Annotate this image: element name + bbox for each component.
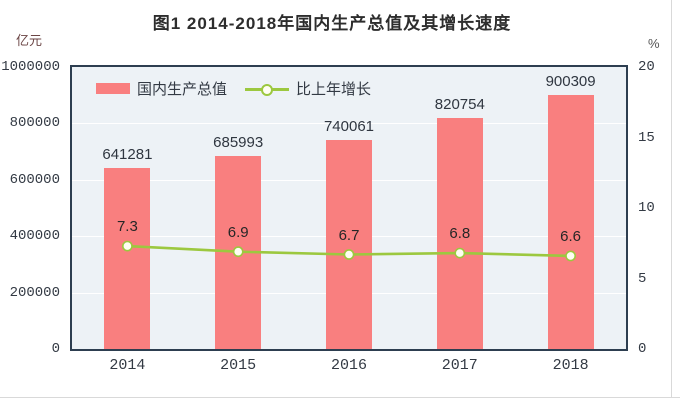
legend-item-growth: 比上年增长 [245, 78, 371, 99]
year-label-2018: 2018 [552, 357, 589, 374]
growth-value-label: 6.8 [449, 225, 471, 243]
gdp-bar-2016 [326, 140, 372, 349]
growth-value-label: 6.9 [227, 223, 249, 241]
left-axis-unit: 亿元 [16, 33, 43, 48]
plot-area: 641281 685993 740061 820754 900309 7.3 6.9 6.7… [70, 65, 628, 351]
right-tick-label: 15 [638, 129, 655, 146]
gridline [72, 123, 626, 125]
gdp-value-label: 900309 [545, 73, 596, 91]
gdp-bar-2017 [436, 117, 483, 349]
right-tick-label: 0 [638, 341, 647, 357]
page-right-border [671, 0, 672, 398]
right-tick-label: 5 [638, 270, 647, 287]
left-tick-label: 400000 [9, 228, 60, 245]
legend-growth-label: 比上年增长 [296, 81, 372, 98]
gdp-value-label: 820754 [434, 95, 485, 113]
growth-point-2018 [565, 250, 576, 262]
growth-value-label: 7.3 [116, 218, 138, 236]
year-label-2015: 2015 [220, 357, 257, 374]
line-swatch-marker-icon [261, 83, 274, 96]
page-bottom-border [0, 397, 680, 398]
legend: 国内生产总值 比上年增长 [96, 78, 371, 99]
right-tick-label: 20 [638, 59, 655, 75]
left-tick-label: 800000 [9, 115, 60, 132]
legend-item-gdp: 国内生产总值 [96, 78, 227, 99]
year-label-2017: 2017 [441, 357, 478, 374]
growth-point-2017 [454, 247, 466, 259]
gdp-value-label: 740061 [323, 118, 375, 136]
left-tick-label: 200000 [9, 284, 60, 301]
legend-gdp-label: 国内生产总值 [137, 81, 228, 98]
growth-point-2016 [343, 249, 355, 260]
left-tick-label: 0 [51, 341, 60, 357]
right-axis-unit: % [648, 36, 660, 51]
growth-point-2015 [232, 246, 244, 258]
growth-value-label: 6.6 [560, 227, 582, 245]
growth-point-2014 [122, 240, 133, 252]
bar-swatch-icon [96, 83, 130, 94]
left-tick-label: 1000000 [1, 59, 60, 75]
growth-value-label: 6.7 [338, 226, 360, 244]
line-swatch-icon [245, 83, 290, 96]
chart-title: 图1 2014-2018年国内生产总值及其增长速度 [152, 14, 512, 33]
left-tick-label: 600000 [9, 171, 60, 188]
year-label-2016: 2016 [330, 357, 367, 374]
right-tick-label: 10 [638, 200, 655, 216]
year-label-2014: 2014 [109, 357, 146, 374]
gdp-bar-2018 [547, 95, 594, 349]
gdp-value-label: 641281 [102, 146, 153, 164]
gdp-bar-2014 [104, 168, 151, 349]
gdp-value-label: 685993 [213, 133, 264, 151]
growth-line-chart [122, 240, 576, 262]
